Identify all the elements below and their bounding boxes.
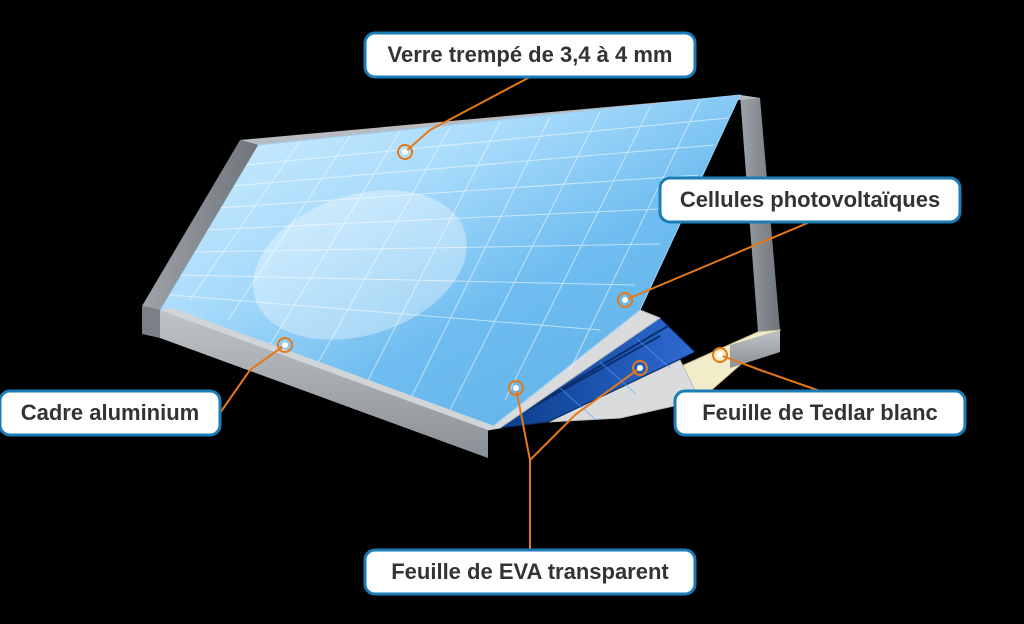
label-eva: Feuille de EVA transparent: [365, 550, 695, 594]
label-glass: Verre trempé de 3,4 à 4 mm: [365, 33, 695, 77]
label-text-frame: Cadre aluminium: [21, 400, 199, 425]
label-text-cells: Cellules photovoltaïques: [680, 187, 940, 212]
solar-panel-diagram: Verre trempé de 3,4 à 4 mm Cellules photo…: [0, 0, 1024, 624]
leader-tedlar: [720, 355, 820, 391]
label-frame: Cadre aluminium: [0, 391, 220, 435]
label-text-tedlar: Feuille de Tedlar blanc: [702, 400, 938, 425]
label-text-eva: Feuille de EVA transparent: [391, 559, 669, 584]
frame-left-face: [142, 306, 160, 338]
label-tedlar: Feuille de Tedlar blanc: [675, 391, 965, 435]
label-cells: Cellules photovoltaïques: [660, 178, 960, 222]
label-text-glass: Verre trempé de 3,4 à 4 mm: [388, 42, 673, 67]
